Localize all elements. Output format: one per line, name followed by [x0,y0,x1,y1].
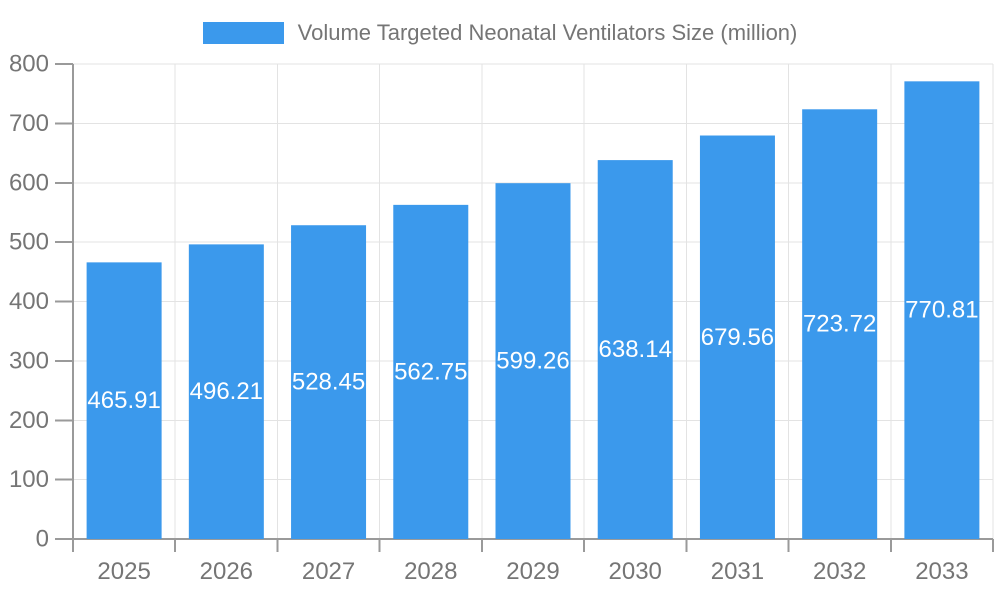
bar-2031[interactable] [699,135,775,540]
bar-2027[interactable] [291,225,367,539]
x-tick-label: 2029 [506,558,559,585]
x-tick-label: 2026 [200,558,253,585]
bar-value-label: 562.75 [394,358,467,385]
bar-value-label: 723.72 [803,311,876,338]
y-tick-label: 300 [9,347,49,374]
x-tick-label: 2030 [609,558,662,585]
x-tick-label: 2027 [302,558,355,585]
legend-label: Volume Targeted Neonatal Ventilators Siz… [297,20,798,45]
x-tick-label: 2031 [711,558,764,585]
bar-2030[interactable] [597,160,673,539]
y-tick-label: 400 [9,288,49,315]
bar-value-label: 599.26 [496,348,569,375]
bar-2028[interactable] [393,204,469,539]
bar-value-label: 496.21 [190,378,263,405]
bar-value-label: 679.56 [701,324,774,351]
legend-swatch-icon [202,22,284,44]
y-tick-label: 0 [36,526,49,553]
bar-2032[interactable] [802,109,878,539]
bar-value-label: 770.81 [905,297,978,324]
bar-value-label: 465.91 [87,387,160,414]
bar-2033[interactable] [904,81,980,539]
bar-2029[interactable] [495,183,571,539]
y-tick-label: 600 [9,169,49,196]
y-tick-label: 800 [9,51,49,78]
x-tick-label: 2025 [97,558,150,585]
y-tick-label: 100 [9,466,49,493]
bar-value-label: 528.45 [292,369,365,396]
y-tick-label: 500 [9,229,49,256]
bar-value-label: 638.14 [599,336,672,363]
y-tick-label: 700 [9,110,49,137]
bar-2025[interactable] [86,262,162,539]
legend[interactable]: Volume Targeted Neonatal Ventilators Siz… [0,20,1000,46]
x-tick-label: 2032 [813,558,866,585]
bar-2026[interactable] [188,244,264,539]
y-tick-label: 200 [9,407,49,434]
x-tick-label: 2028 [404,558,457,585]
x-tick-label: 2033 [915,558,968,585]
